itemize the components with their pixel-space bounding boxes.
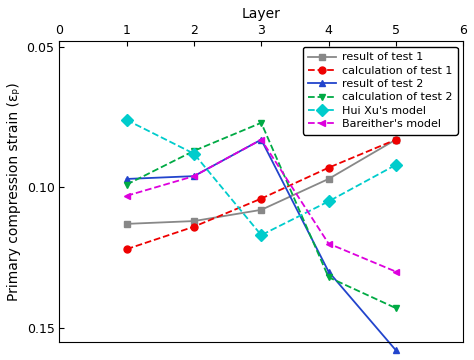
result of test 2 (326, 269, 331, 274)
Line: Hui Xu's model: Hui Xu's model (122, 116, 400, 239)
Bareither's model (393, 269, 399, 274)
result of test 2 (393, 348, 399, 352)
Line: calculation of test 2: calculation of test 2 (123, 119, 399, 312)
Hui Xu's model (326, 199, 331, 203)
X-axis label: Layer: Layer (242, 7, 281, 21)
calculation of test 1 (393, 138, 399, 142)
calculation of test 1 (124, 247, 129, 251)
Line: calculation of test 1: calculation of test 1 (123, 136, 399, 253)
Bareither's model (258, 138, 264, 142)
calculation of test 2 (124, 183, 129, 187)
calculation of test 1 (191, 225, 197, 229)
calculation of test 1 (326, 166, 331, 170)
Bareither's model (191, 174, 197, 178)
Bareither's model (124, 194, 129, 198)
calculation of test 2 (393, 306, 399, 310)
result of test 1 (393, 138, 399, 142)
result of test 1 (124, 222, 129, 226)
Line: result of test 2: result of test 2 (123, 136, 399, 354)
Y-axis label: Primary compression strain (εₚ): Primary compression strain (εₚ) (7, 82, 21, 301)
Hui Xu's model (258, 233, 264, 237)
Legend: result of test 1, calculation of test 1, result of test 2, calculation of test 2: result of test 1, calculation of test 1,… (302, 47, 457, 135)
calculation of test 2 (191, 149, 197, 153)
calculation of test 2 (258, 121, 264, 125)
Hui Xu's model (124, 118, 129, 122)
result of test 1 (191, 219, 197, 223)
Bareither's model (326, 241, 331, 246)
result of test 2 (124, 177, 129, 181)
Line: result of test 1: result of test 1 (123, 136, 399, 228)
Hui Xu's model (393, 163, 399, 167)
result of test 2 (191, 174, 197, 178)
calculation of test 1 (258, 197, 264, 201)
Hui Xu's model (191, 152, 197, 156)
calculation of test 2 (326, 275, 331, 279)
result of test 2 (258, 138, 264, 142)
Line: Bareither's model: Bareither's model (123, 136, 399, 275)
result of test 1 (326, 177, 331, 181)
result of test 1 (258, 208, 264, 212)
